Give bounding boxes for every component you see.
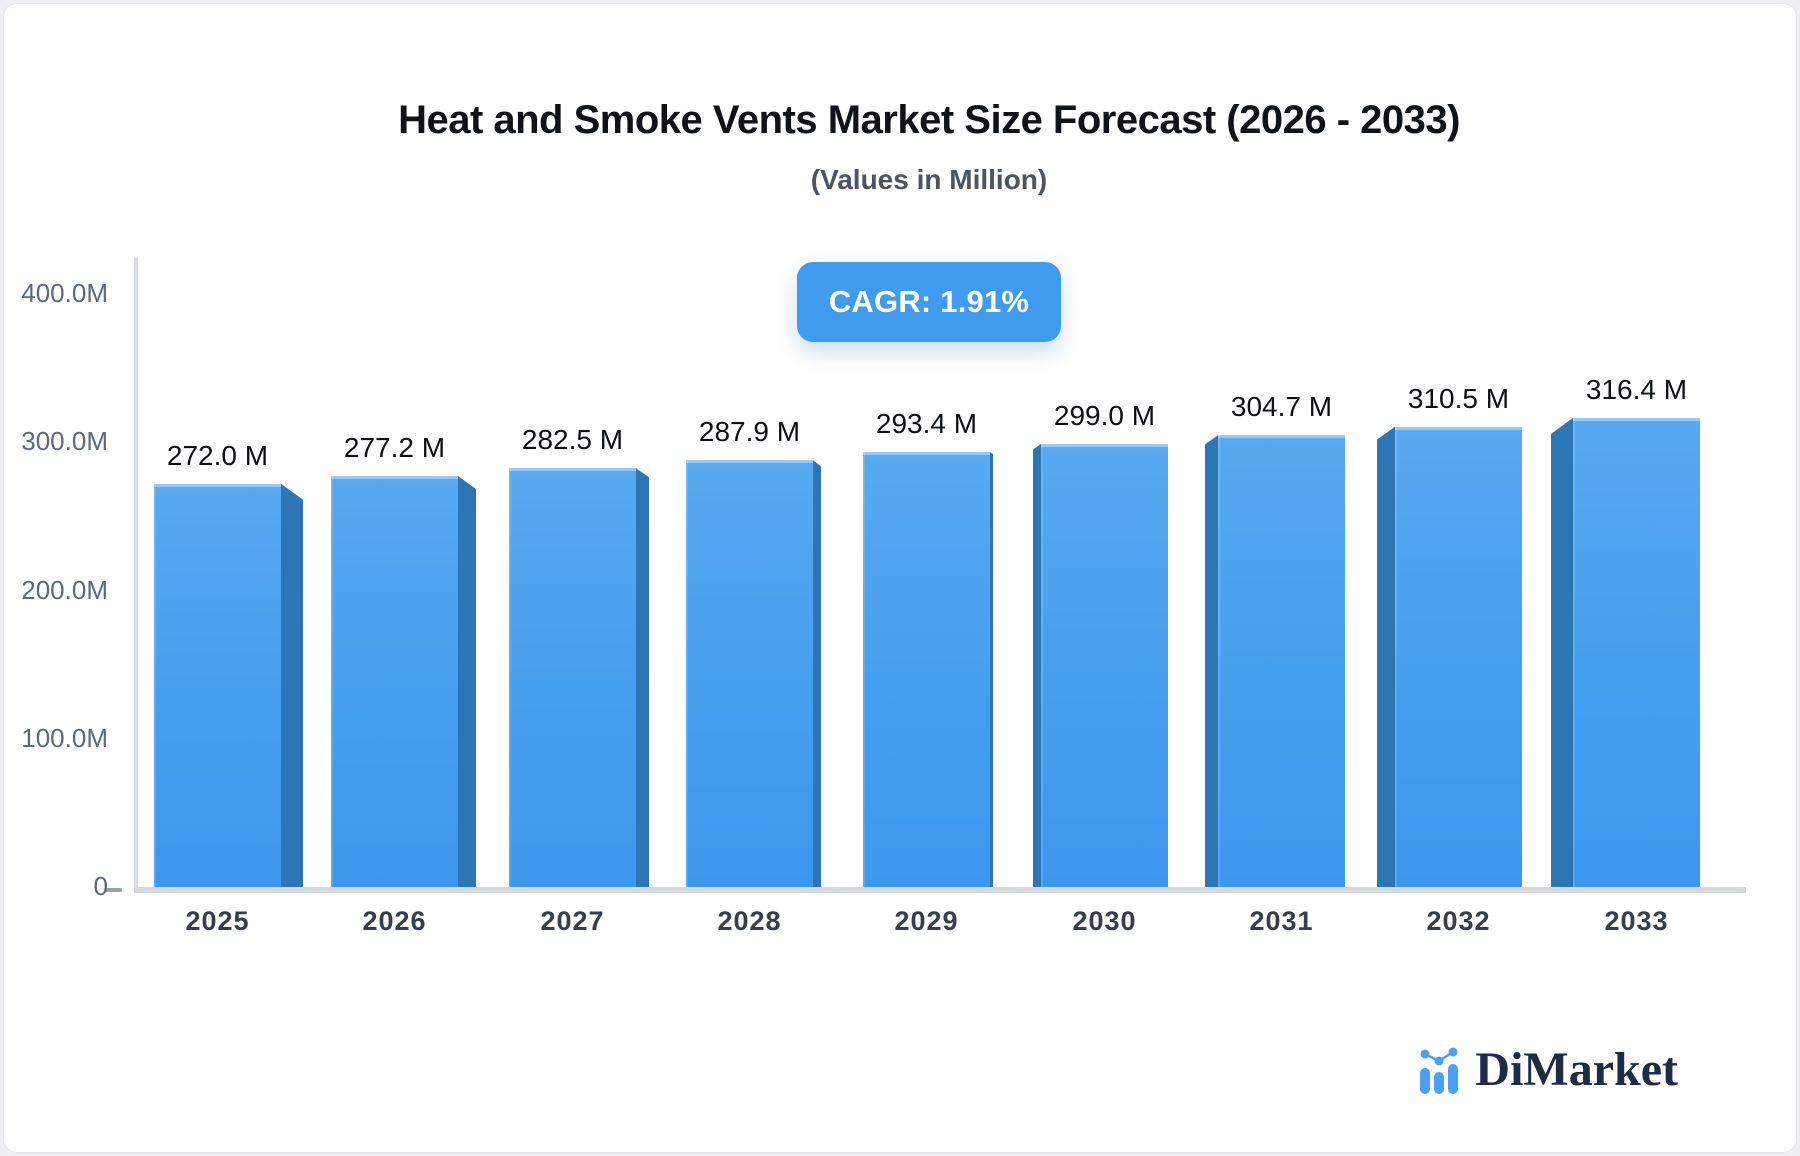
chart-card: Heat and Smoke Vents Market Size Forecas…	[3, 3, 1797, 1153]
bar-2033	[1573, 417, 1700, 887]
x-axis-label-2029: 2029	[894, 906, 959, 936]
bar-3d-side-2031	[1205, 435, 1218, 887]
y-axis-tick-label: 0	[93, 871, 108, 901]
bar-2025	[154, 483, 281, 887]
y-axis-tick-label: 200.0M	[21, 574, 108, 605]
bar-2031	[1218, 435, 1345, 887]
bar-value-label: 277.2 M	[343, 432, 446, 464]
y-axis-tick-label: 300.0M	[21, 426, 108, 457]
bar-3d-side-2026	[458, 476, 476, 887]
bar-3d-side-2029	[990, 452, 993, 887]
y-axis-line	[134, 258, 138, 893]
dimarket-logo-text: DiMarket	[1475, 1043, 1678, 1096]
bar-value-label: 282.5 M	[521, 424, 624, 456]
x-axis-label-2025: 2025	[185, 906, 250, 936]
bar-3d-side-2033	[1551, 417, 1573, 887]
bar-value-label: 310.5 M	[1407, 382, 1510, 414]
bar-value-label: 287.9 M	[698, 416, 801, 448]
x-axis-label-2028: 2028	[717, 906, 782, 936]
bar-2030	[1041, 443, 1168, 887]
bar-value-label: 299.0 M	[1053, 399, 1156, 431]
chart-subtitle: (Values in Million)	[810, 164, 1048, 195]
x-axis-label-2027: 2027	[540, 906, 605, 936]
bar-3d-side-2025	[281, 483, 303, 887]
x-axis-label-2032: 2032	[1426, 906, 1491, 936]
bar-value-label: 316.4 M	[1585, 373, 1688, 405]
cagr-badge: CAGR: 1.91%	[797, 262, 1061, 342]
x-axis-label-2031: 2031	[1249, 906, 1314, 936]
cagr-badge-label: CAGR: 1.91%	[828, 284, 1030, 319]
bar-2028	[686, 460, 813, 887]
zero-tick-mark	[105, 888, 122, 892]
bar-3d-side-2030	[1033, 443, 1041, 887]
bar-2032	[1395, 426, 1522, 887]
bar-value-label: 304.7 M	[1230, 391, 1333, 423]
x-axis-baseline	[134, 887, 1746, 893]
bar-2029	[863, 452, 990, 887]
y-axis-tick-label: 400.0M	[21, 278, 108, 308]
chart-title: Heat and Smoke Vents Market Size Forecas…	[398, 98, 1460, 142]
bar-2026	[331, 476, 458, 887]
x-axis-label-2033: 2033	[1604, 906, 1669, 936]
bar-value-label: 293.4 M	[875, 408, 978, 440]
mini-bar-line-chart-icon	[1420, 1047, 1459, 1094]
bar-2027	[509, 468, 636, 887]
bar-3d-side-2027	[636, 468, 649, 887]
bar-3d-side-2032	[1377, 426, 1395, 887]
bar-3d-side-2028	[813, 460, 821, 887]
x-axis-label-2030: 2030	[1072, 906, 1137, 936]
x-axis-label-2026: 2026	[362, 906, 427, 936]
y-axis-tick-label: 100.0M	[21, 722, 108, 753]
bar-value-label: 272.0 M	[166, 439, 269, 471]
dimarket-logo: DiMarket	[1418, 1044, 1678, 1094]
